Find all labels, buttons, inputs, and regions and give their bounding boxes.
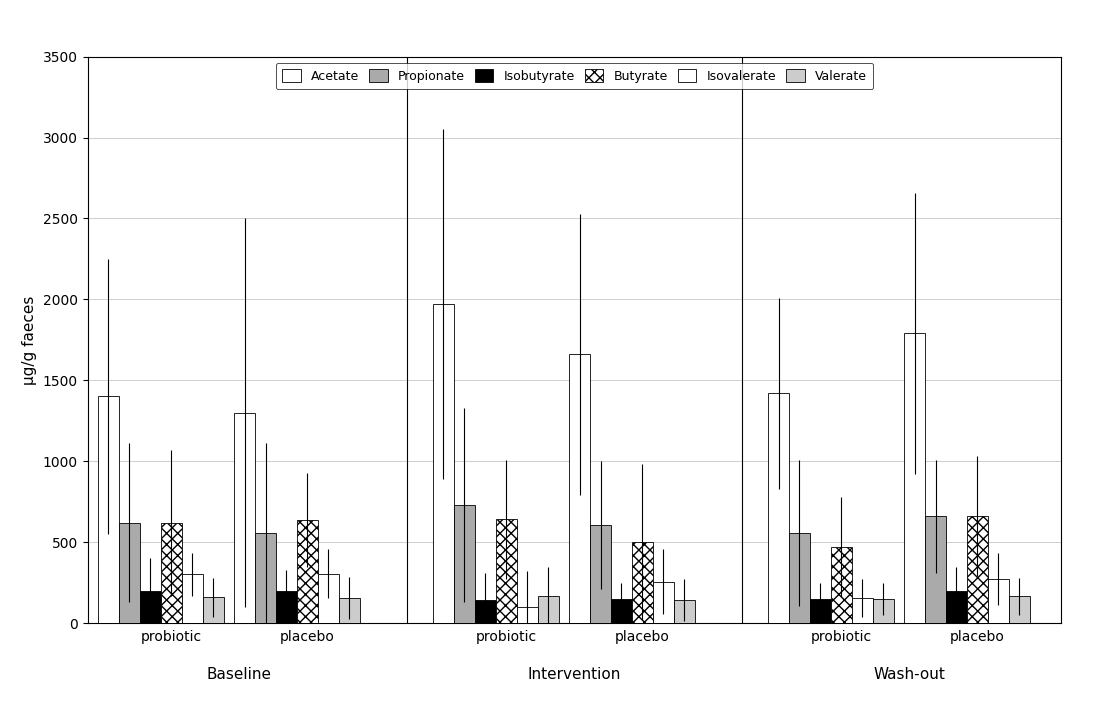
Bar xyxy=(632,542,653,623)
Bar xyxy=(276,590,296,623)
Bar xyxy=(433,304,454,623)
Bar xyxy=(496,520,516,623)
Bar xyxy=(926,516,946,623)
Bar xyxy=(852,598,873,623)
Bar xyxy=(946,591,967,623)
Bar xyxy=(830,547,852,623)
Bar xyxy=(967,516,988,623)
Bar xyxy=(454,505,475,623)
Bar xyxy=(810,599,830,623)
Bar xyxy=(569,355,590,623)
Bar xyxy=(182,574,202,623)
Bar xyxy=(161,523,182,623)
Bar xyxy=(318,573,339,623)
Bar xyxy=(904,333,926,623)
Y-axis label: μg/g faeces: μg/g faeces xyxy=(22,295,37,384)
Bar xyxy=(255,533,276,623)
Bar xyxy=(234,413,255,623)
Bar xyxy=(988,579,1009,623)
Bar xyxy=(516,607,538,623)
Bar xyxy=(1009,596,1029,623)
Bar xyxy=(873,599,894,623)
Text: Wash-out: Wash-out xyxy=(873,668,945,683)
Legend: Acetate, Propionate, Isobutyrate, Butyrate, Isovalerate, Valerate: Acetate, Propionate, Isobutyrate, Butyra… xyxy=(276,63,873,89)
Bar xyxy=(590,525,610,623)
Bar xyxy=(140,590,161,623)
Bar xyxy=(674,600,695,623)
Text: Baseline: Baseline xyxy=(207,668,271,683)
Bar xyxy=(653,582,674,623)
Bar xyxy=(789,533,810,623)
Bar xyxy=(202,597,223,623)
Bar xyxy=(475,600,496,623)
Bar xyxy=(296,520,318,623)
Bar xyxy=(538,596,559,623)
Bar xyxy=(98,396,119,623)
Bar xyxy=(610,599,632,623)
Bar xyxy=(768,393,789,623)
Bar xyxy=(119,523,140,623)
Bar xyxy=(339,598,360,623)
Text: Intervention: Intervention xyxy=(527,668,621,683)
